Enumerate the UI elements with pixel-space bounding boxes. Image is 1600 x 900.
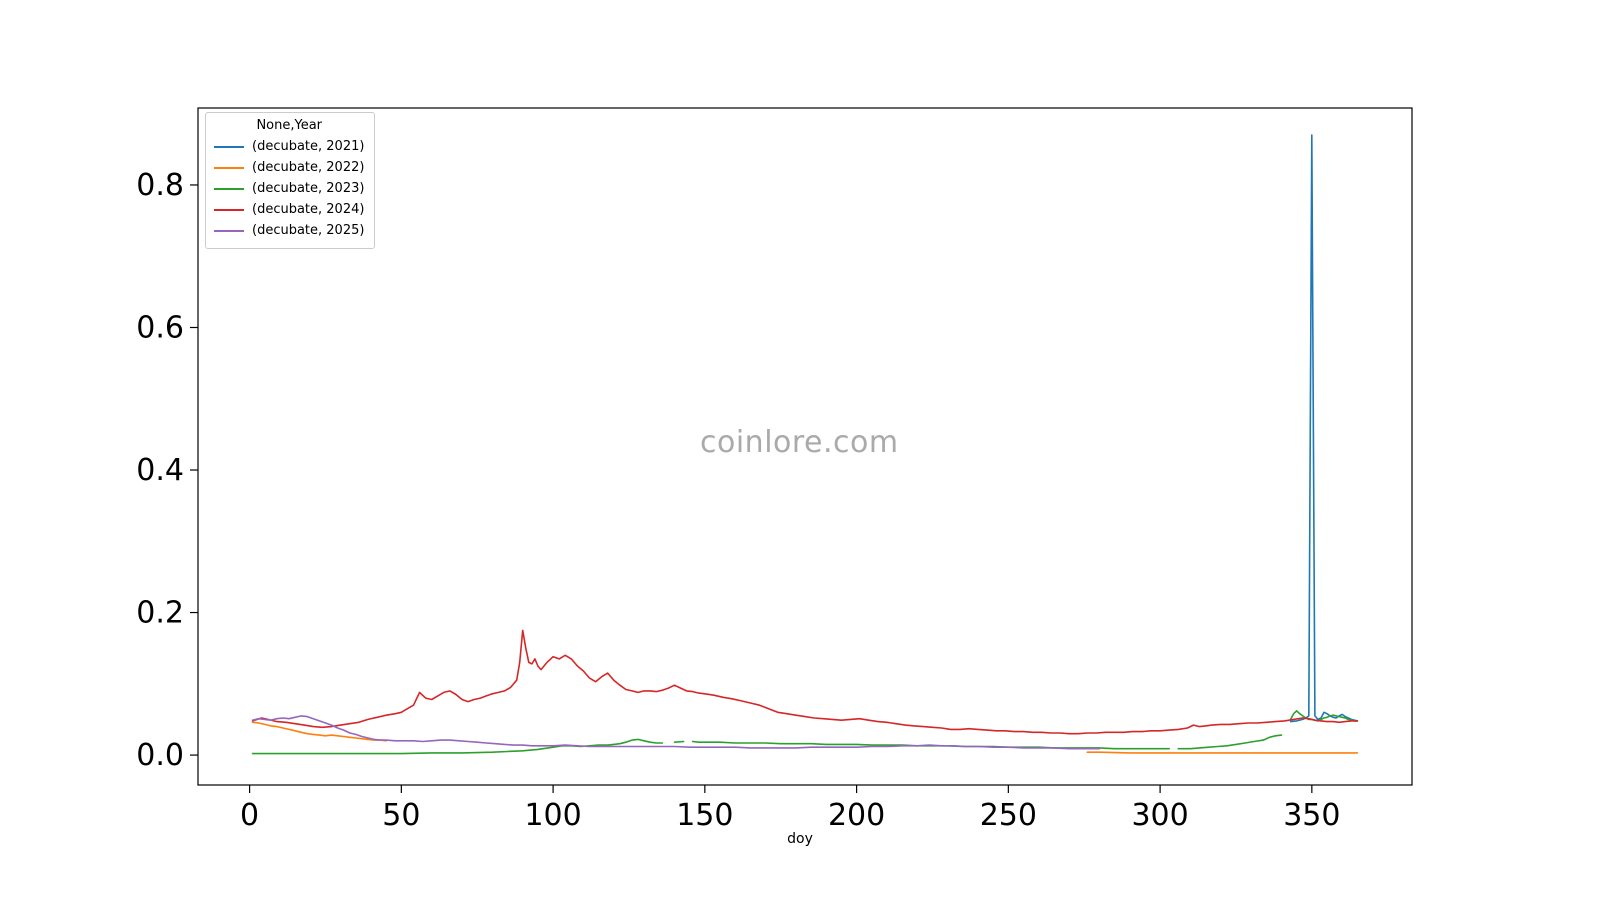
y-tick-label: 0.8 xyxy=(136,168,184,203)
plot-frame xyxy=(197,107,1413,786)
series-line-decubate-2022 xyxy=(251,721,1359,754)
y-tick-label: 0.6 xyxy=(136,310,184,345)
legend-line-swatch xyxy=(214,187,244,190)
legend-line-swatch xyxy=(214,229,244,232)
legend-item: (decubate, 2021) xyxy=(214,136,364,157)
legend-line-swatch xyxy=(214,145,244,148)
legend-label: (decubate, 2024) xyxy=(252,202,365,217)
watermark: coinlore.com xyxy=(700,425,899,460)
legend-label: (decubate, 2021) xyxy=(252,139,365,154)
legend-item: (decubate, 2023) xyxy=(214,178,364,199)
series-line-decubate-2021 xyxy=(1289,134,1359,723)
legend-line-swatch xyxy=(214,166,244,169)
legend-label: (decubate, 2025) xyxy=(252,223,365,238)
legend-label: (decubate, 2022) xyxy=(252,160,365,175)
legend-item: (decubate, 2024) xyxy=(214,199,364,220)
x-tick-label: 250 xyxy=(980,798,1037,833)
y-tick-label: 0.0 xyxy=(136,738,184,773)
series-line-decubate-2025 xyxy=(251,715,1101,750)
legend-item: (decubate, 2025) xyxy=(214,220,364,241)
x-tick-label: 150 xyxy=(676,798,733,833)
y-tick-label: 0.4 xyxy=(136,453,184,488)
legend: None,Year (decubate, 2021) (decubate, 202… xyxy=(205,112,376,249)
x-tick-label: 100 xyxy=(524,798,581,833)
legend-title: None,Year xyxy=(256,118,323,133)
x-axis-label: doy xyxy=(787,831,813,847)
y-tick-label: 0.2 xyxy=(136,596,184,631)
legend-line-swatch xyxy=(214,208,244,211)
x-tick-label: 350 xyxy=(1283,798,1340,833)
x-tick-label: 200 xyxy=(828,798,885,833)
legend-items: (decubate, 2021) (decubate, 2022) (decubat… xyxy=(214,136,364,241)
legend-label: (decubate, 2023) xyxy=(252,181,365,196)
series-line-decubate-2024 xyxy=(251,629,1359,735)
legend-item: (decubate, 2022) xyxy=(214,157,364,178)
x-tick-label: 0 xyxy=(240,798,259,833)
x-tick-label: 300 xyxy=(1131,798,1188,833)
x-tick-label: 50 xyxy=(382,798,420,833)
